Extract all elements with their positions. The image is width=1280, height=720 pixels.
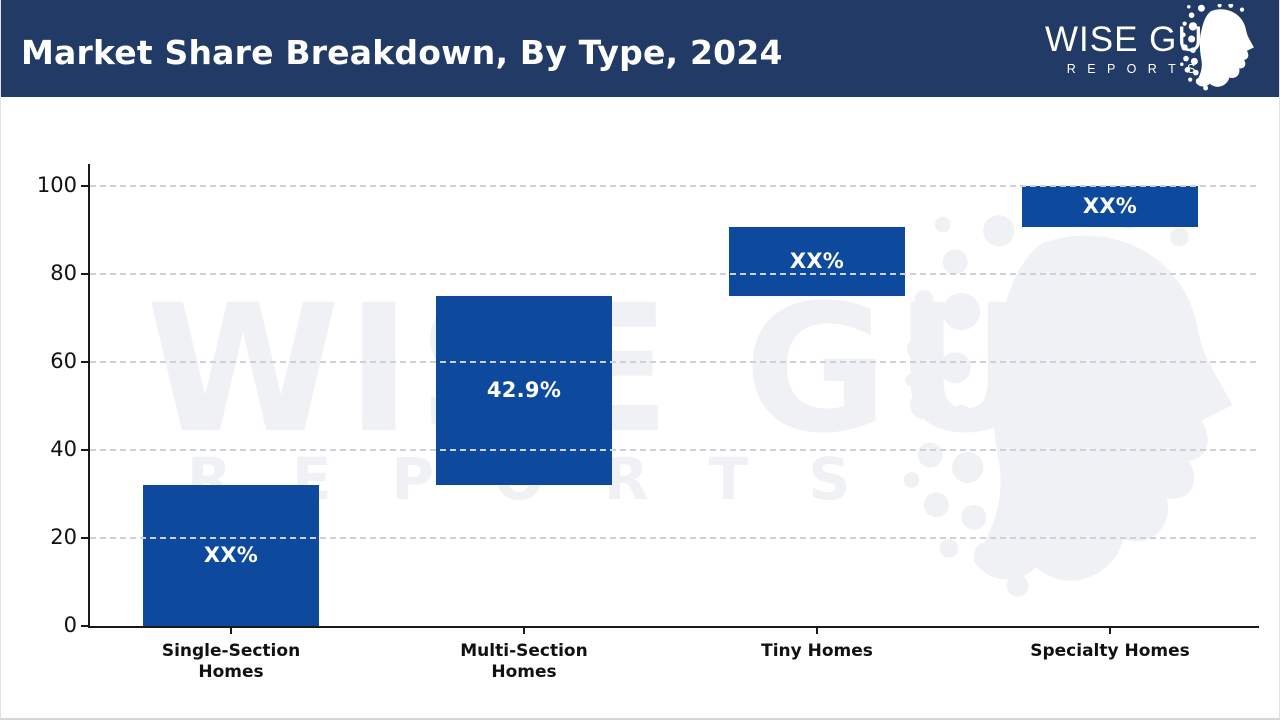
x-tick-label: Multi-Section Homes <box>394 641 654 682</box>
x-tick <box>816 628 818 634</box>
header-bar: Market Share Breakdown, By Type, 2024 WI… <box>1 0 1279 97</box>
y-tick <box>81 185 88 187</box>
y-tick-label: 60 <box>50 349 77 373</box>
gridline <box>90 185 1258 187</box>
y-tick-label: 40 <box>50 437 77 461</box>
chart-title: Market Share Breakdown, By Type, 2024 <box>21 33 783 72</box>
x-tick <box>523 628 525 634</box>
y-tick <box>81 449 88 451</box>
x-tick <box>1109 628 1111 634</box>
x-axis-line <box>88 626 1259 628</box>
x-tick-label-line: Specialty Homes <box>1030 641 1190 661</box>
logo-face-icon <box>1180 4 1254 91</box>
y-tick <box>81 537 88 539</box>
x-tick-label-line: Homes <box>491 661 557 682</box>
bar-value-label: XX% <box>789 249 845 274</box>
x-tick-label: Tiny Homes <box>687 641 947 662</box>
y-tick-label: 80 <box>50 261 77 285</box>
x-tick-label: Specialty Homes <box>980 641 1240 662</box>
y-tick <box>81 273 88 275</box>
gridline <box>90 361 1258 363</box>
y-axis-line <box>88 164 90 628</box>
y-tick-label: 100 <box>36 173 77 197</box>
y-tick <box>81 361 88 363</box>
bar-value-label: XX% <box>203 543 259 568</box>
logo: WISE GUY R E P O R T S <box>1045 21 1227 76</box>
logo-subtitle: R E P O R T S <box>1066 61 1200 76</box>
x-tick-label: Single-Section Homes <box>101 641 361 682</box>
x-tick-label-line: Tiny Homes <box>761 641 873 661</box>
bar: 42.9% <box>436 296 612 485</box>
bar: XX% <box>729 226 905 296</box>
bar: XX% <box>1022 186 1198 227</box>
gridline <box>90 449 1258 451</box>
x-tick <box>230 628 232 634</box>
x-tick-label-line: Homes <box>198 661 264 682</box>
y-tick <box>81 625 88 627</box>
bar: XX% <box>143 484 319 626</box>
bar-value-label: 42.9% <box>486 378 562 403</box>
gridline <box>90 273 1258 275</box>
y-tick-label: 0 <box>63 613 77 637</box>
x-tick-label-line: Single-Section <box>161 641 301 661</box>
gridline <box>90 537 1258 539</box>
x-tick-label-line: Multi-Section <box>460 641 588 661</box>
bar-value-label: XX% <box>1082 194 1138 219</box>
y-tick-label: 20 <box>50 525 77 549</box>
